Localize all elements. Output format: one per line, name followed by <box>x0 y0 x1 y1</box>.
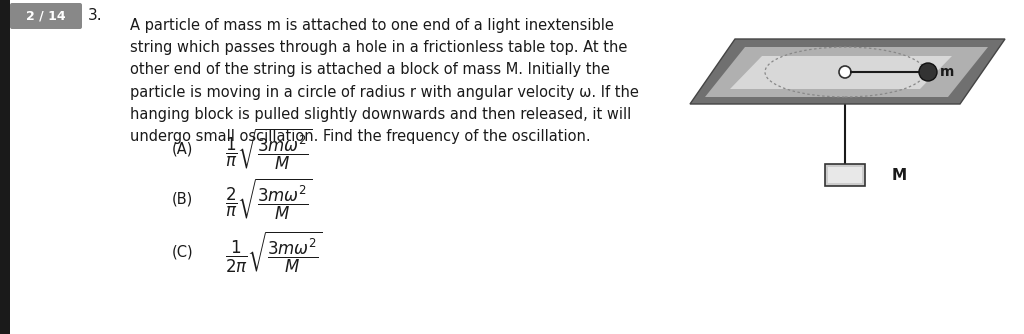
Circle shape <box>919 63 937 81</box>
Text: (C): (C) <box>172 244 194 260</box>
Polygon shape <box>705 47 988 97</box>
Text: m: m <box>940 65 954 79</box>
Text: (A): (A) <box>172 142 194 157</box>
Text: 2 / 14: 2 / 14 <box>27 9 66 22</box>
Bar <box>0 0 10 334</box>
Text: A particle of mass m is attached to one end of a light inextensible
string which: A particle of mass m is attached to one … <box>130 18 639 144</box>
Text: M: M <box>892 167 907 182</box>
Bar <box>828 167 862 183</box>
Polygon shape <box>730 56 952 89</box>
Text: $\dfrac{1}{2\pi}\sqrt{\dfrac{3m\omega^2}{M}}$: $\dfrac{1}{2\pi}\sqrt{\dfrac{3m\omega^2}… <box>225 229 323 275</box>
FancyBboxPatch shape <box>10 3 82 29</box>
Text: $\dfrac{1}{\pi}\sqrt{\dfrac{3m\omega^2}{M}}$: $\dfrac{1}{\pi}\sqrt{\dfrac{3m\omega^2}{… <box>225 126 312 172</box>
Text: (B): (B) <box>172 191 194 206</box>
Circle shape <box>839 66 851 78</box>
Text: $\dfrac{2}{\pi}\sqrt{\dfrac{3m\omega^2}{M}}$: $\dfrac{2}{\pi}\sqrt{\dfrac{3m\omega^2}{… <box>225 176 312 222</box>
Polygon shape <box>690 39 1005 104</box>
Bar <box>825 164 865 186</box>
Text: 3.: 3. <box>88 8 102 23</box>
